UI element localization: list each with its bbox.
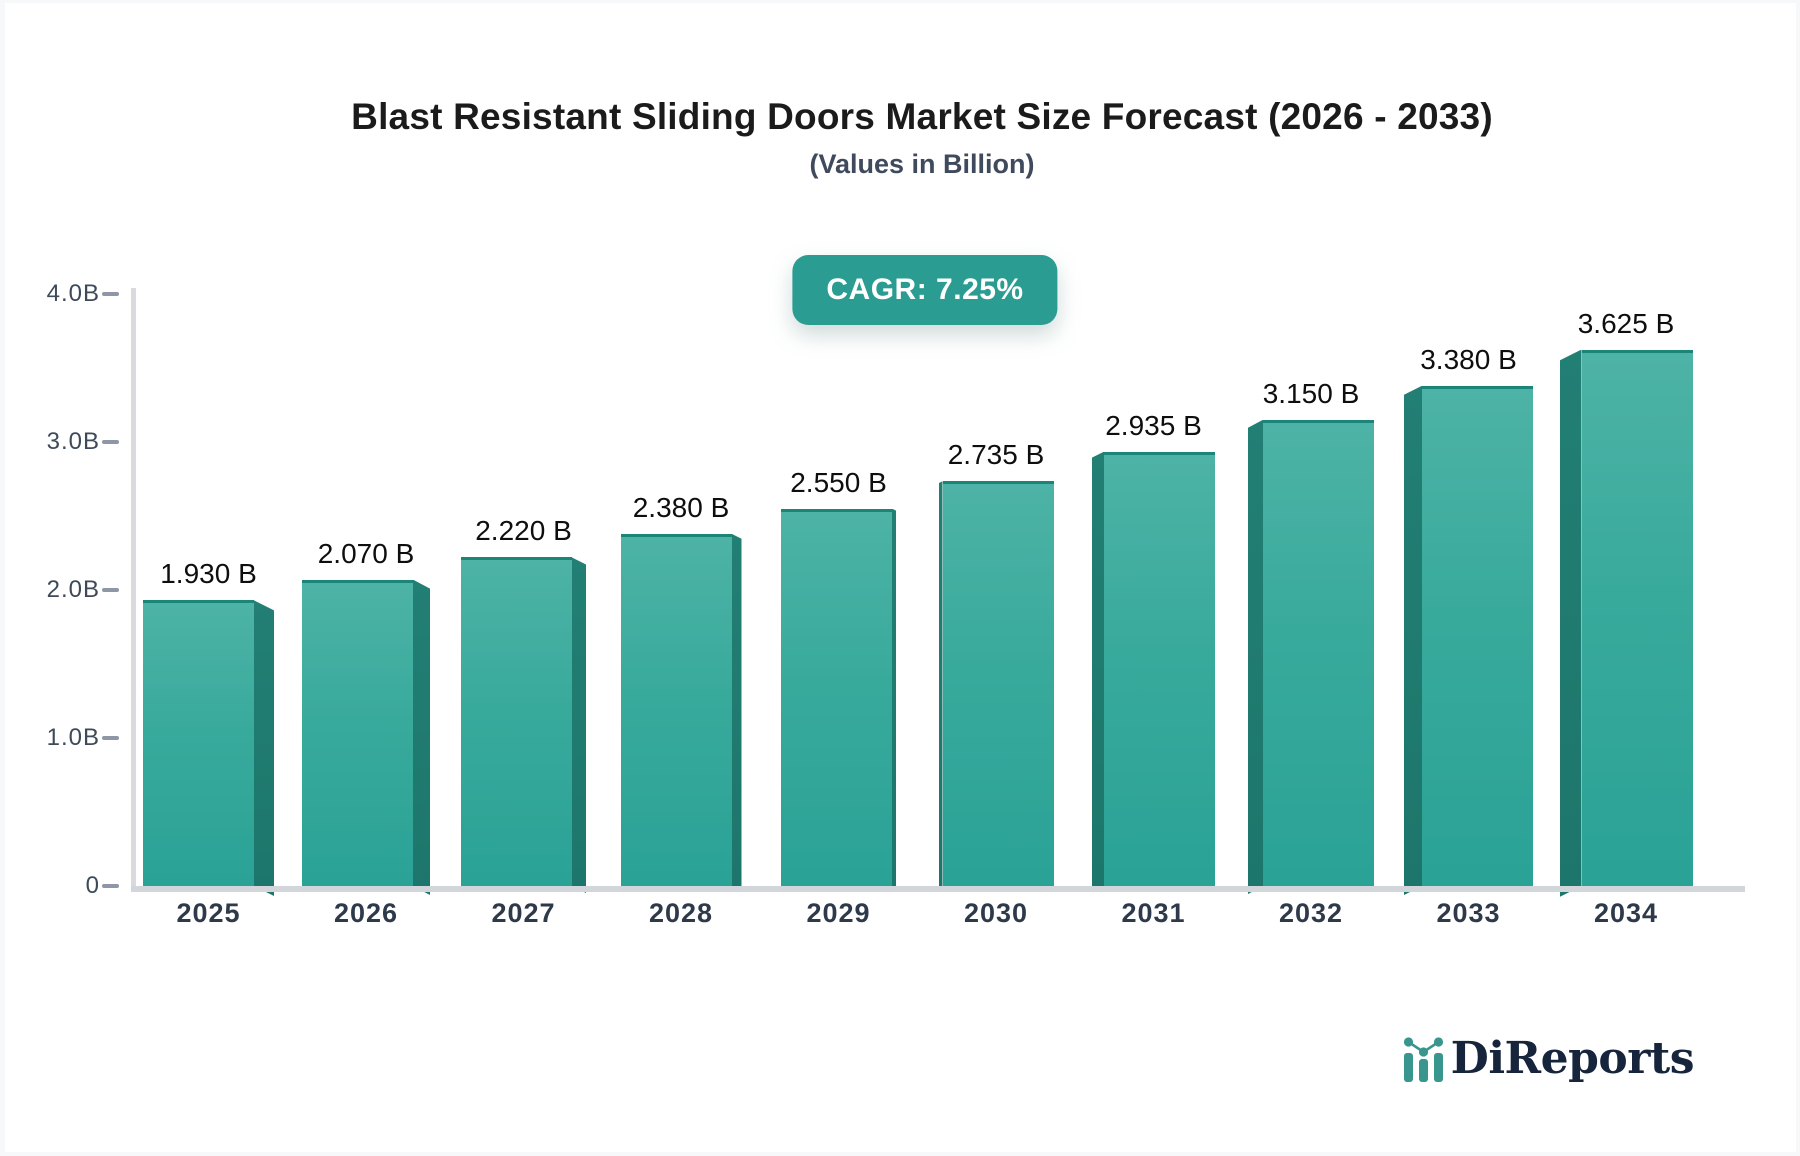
y-tick-label-0: 0 (85, 872, 100, 899)
x-tick-label-2030: 2030 (963, 898, 1029, 928)
bar-value-label-2027: 2.220 B (475, 515, 572, 547)
bar-side-2027 (572, 557, 586, 893)
y-tick-label-1.0B: 1.0B (46, 724, 100, 751)
bar-side-2028 (732, 534, 742, 891)
bar-value-label-2028: 2.380 B (632, 491, 730, 523)
direports-logo: DiReports (1403, 1033, 1695, 1084)
x-tick-label-2026: 2026 (333, 898, 399, 928)
bar-2026 (302, 579, 413, 886)
bar-value-label-2033: 3.380 B (1420, 343, 1517, 375)
logo-mini-bar-chart-icon (1403, 1037, 1443, 1082)
x-tick-label-2025: 2025 (176, 898, 241, 928)
x-tick-label-2027: 2027 (491, 898, 556, 928)
bar-2032 (1263, 419, 1374, 886)
bar-value-label-2025: 1.930 B (160, 558, 257, 590)
x-tick-label-2029: 2029 (806, 898, 871, 928)
chart-subtitle: (Values in Billion) (809, 149, 1035, 179)
bar-2033 (1422, 385, 1533, 886)
bar-side-2034 (1560, 350, 1582, 898)
bar-side-2030 (939, 481, 943, 888)
y-tick-dash-0 (102, 884, 119, 888)
bar-2029 (781, 508, 892, 886)
x-axis-line (131, 886, 1745, 892)
bar-value-label-2034: 3.625 B (1577, 307, 1675, 339)
bar-value-label-2029: 2.550 B (790, 466, 887, 498)
bar-side-2026 (413, 580, 430, 895)
logo-text: DiReports (1450, 1033, 1695, 1084)
bar-2031 (1104, 451, 1215, 886)
bar-side-2029 (892, 509, 896, 888)
x-tick-label-2034: 2034 (1593, 898, 1659, 928)
bar-2030 (942, 481, 1054, 886)
bar-side-2031 (1092, 452, 1104, 892)
bar-side-2033 (1404, 386, 1422, 895)
y-tick-label-4.0B: 4.0B (46, 280, 100, 307)
cagr-badge: CAGR: 7.25% (792, 255, 1058, 325)
x-tick-label-2033: 2033 (1436, 898, 1501, 928)
bar-side-2025 (254, 600, 274, 896)
bar-value-label-2032: 3.150 B (1262, 377, 1360, 409)
bar-side-2032 (1248, 420, 1263, 894)
page-title: Blast Resistant Sliding Doors Market Siz… (351, 96, 1493, 137)
cagr-badge-label: CAGR: 7.25% (826, 273, 1024, 306)
bar-2025 (143, 600, 254, 886)
bar-2027 (461, 557, 572, 886)
y-tick-label-2.0B: 2.0B (46, 576, 100, 603)
x-tick-label-2031: 2031 (1121, 898, 1186, 928)
bar-value-label-2031: 2.935 B (1105, 409, 1202, 441)
y-axis-line (131, 288, 136, 886)
x-tick-label-2028: 2028 (648, 898, 714, 928)
y-tick-dash-1.0B (102, 736, 119, 740)
y-tick-label-3.0B: 3.0B (46, 428, 100, 455)
bar-2034 (1581, 349, 1693, 886)
bar-value-label-2030: 2.735 B (947, 439, 1045, 471)
y-tick-dash-2.0B (102, 588, 119, 592)
bar-value-label-2026: 2.070 B (317, 537, 415, 569)
x-tick-label-2032: 2032 (1278, 898, 1344, 928)
y-tick-dash-4.0B (102, 292, 119, 296)
bar-2028 (620, 533, 732, 886)
y-tick-dash-3.0B (102, 440, 119, 444)
